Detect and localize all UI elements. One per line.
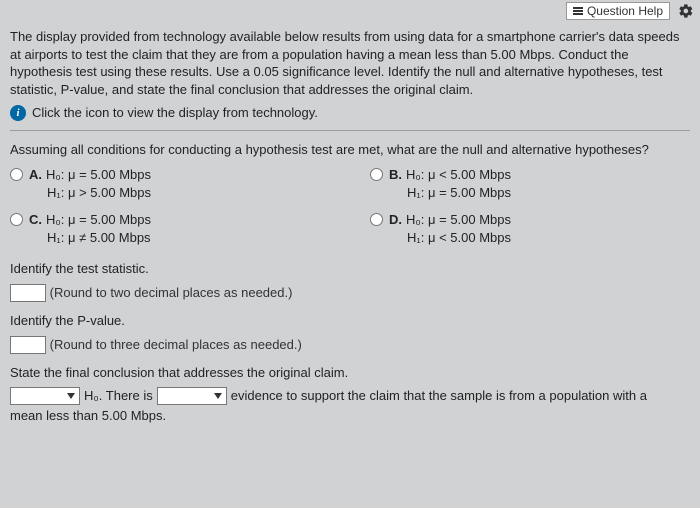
option-b-letter: B. bbox=[389, 166, 402, 184]
gear-icon bbox=[678, 3, 694, 19]
test-statistic-input[interactable] bbox=[10, 284, 46, 302]
top-bar: Question Help bbox=[0, 0, 700, 22]
pvalue-input[interactable] bbox=[10, 336, 46, 354]
menu-icon bbox=[573, 6, 583, 16]
conclusion-part1: H₀. There is bbox=[84, 387, 153, 405]
option-d-radio[interactable] bbox=[370, 213, 383, 226]
option-a-h0: H₀: μ = 5.00 Mbps bbox=[46, 166, 151, 184]
question-help-button[interactable]: Question Help bbox=[566, 2, 670, 20]
test-statistic-row: (Round to two decimal places as needed.) bbox=[10, 284, 690, 302]
pvalue-label: Identify the P-value. bbox=[10, 312, 690, 330]
option-b[interactable]: B. H₀: μ < 5.00 Mbps H₁: μ = 5.00 Mbps bbox=[370, 166, 690, 201]
display-link-text[interactable]: Click the icon to view the display from … bbox=[32, 104, 318, 122]
option-a-letter: A. bbox=[29, 166, 42, 184]
option-a-h1: H₁: μ > 5.00 Mbps bbox=[47, 184, 151, 202]
option-a-radio[interactable] bbox=[10, 168, 23, 181]
info-icon[interactable]: i bbox=[10, 105, 26, 121]
pvalue-note: (Round to three decimal places as needed… bbox=[50, 337, 302, 352]
chevron-down-icon bbox=[67, 393, 75, 399]
option-a[interactable]: A. H₀: μ = 5.00 Mbps H₁: μ > 5.00 Mbps bbox=[10, 166, 330, 201]
option-d[interactable]: D. H₀: μ = 5.00 Mbps H₁: μ < 5.00 Mbps bbox=[370, 211, 690, 246]
option-c-h1: H₁: μ ≠ 5.00 Mbps bbox=[47, 229, 151, 247]
option-b-h0: H₀: μ < 5.00 Mbps bbox=[406, 166, 511, 184]
conclusion-row: H₀. There is evidence to support the cla… bbox=[10, 387, 690, 405]
options-grid: A. H₀: μ = 5.00 Mbps H₁: μ > 5.00 Mbps B… bbox=[10, 166, 690, 246]
option-b-radio[interactable] bbox=[370, 168, 383, 181]
conclusion-part2: evidence to support the claim that the s… bbox=[231, 387, 647, 405]
option-b-h1: H₁: μ = 5.00 Mbps bbox=[407, 184, 511, 202]
content-area: The display provided from technology ava… bbox=[0, 22, 700, 431]
option-c-radio[interactable] bbox=[10, 213, 23, 226]
test-statistic-note: (Round to two decimal places as needed.) bbox=[50, 285, 293, 300]
option-d-h1: H₁: μ < 5.00 Mbps bbox=[407, 229, 511, 247]
conclusion-dropdown-2[interactable] bbox=[157, 387, 227, 405]
question-help-label: Question Help bbox=[587, 4, 663, 18]
settings-button[interactable] bbox=[676, 1, 696, 21]
separator bbox=[10, 130, 690, 131]
option-c-letter: C. bbox=[29, 211, 42, 229]
conclusion-dropdown-1[interactable] bbox=[10, 387, 80, 405]
problem-text: The display provided from technology ava… bbox=[10, 28, 690, 98]
option-c-h0: H₀: μ = 5.00 Mbps bbox=[46, 211, 151, 229]
pvalue-row: (Round to three decimal places as needed… bbox=[10, 336, 690, 354]
option-d-h0: H₀: μ = 5.00 Mbps bbox=[406, 211, 511, 229]
display-link-row: i Click the icon to view the display fro… bbox=[10, 104, 690, 122]
question-stem: Assuming all conditions for conducting a… bbox=[10, 141, 690, 159]
option-c[interactable]: C. H₀: μ = 5.00 Mbps H₁: μ ≠ 5.00 Mbps bbox=[10, 211, 330, 246]
conclusion-part3: mean less than 5.00 Mbps. bbox=[10, 407, 690, 425]
test-statistic-label: Identify the test statistic. bbox=[10, 260, 690, 278]
chevron-down-icon bbox=[214, 393, 222, 399]
option-d-letter: D. bbox=[389, 211, 402, 229]
conclusion-label: State the final conclusion that addresse… bbox=[10, 364, 690, 382]
